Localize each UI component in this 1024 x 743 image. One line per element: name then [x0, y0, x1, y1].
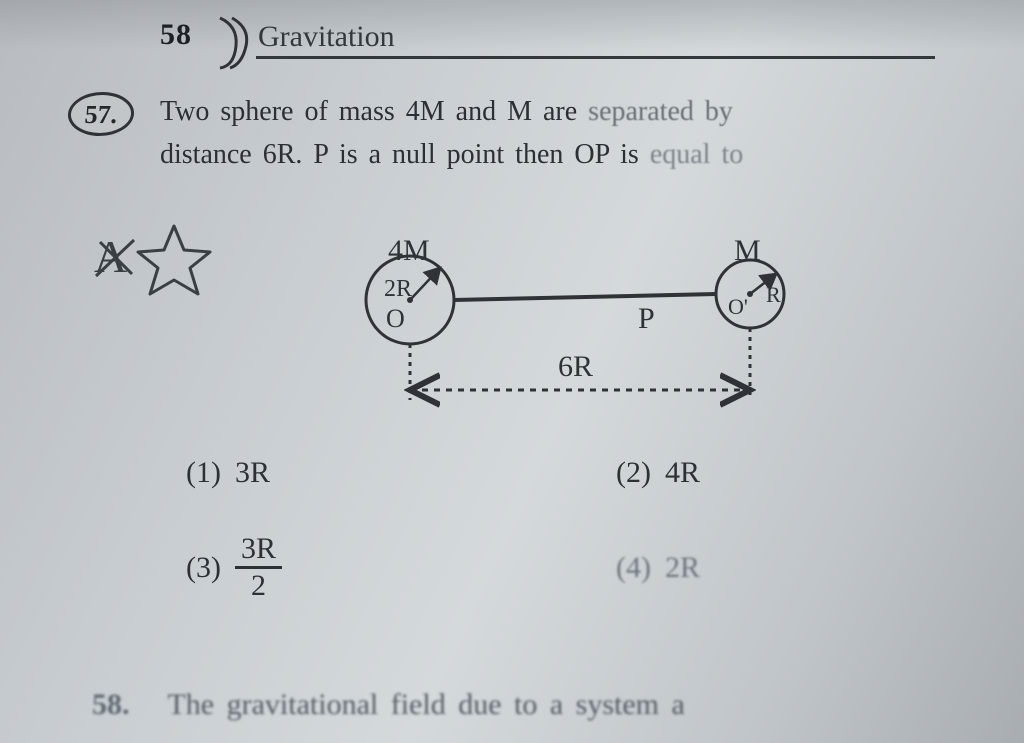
option-4: (4) 2R	[616, 534, 700, 601]
option-4-val: 2R	[665, 551, 700, 585]
q-line2b: equal to	[650, 139, 743, 170]
option-3-frac-bot: 2	[251, 569, 266, 601]
option-1: (1) 3R	[186, 456, 616, 490]
question-block: 57. Two sphere of mass 4M and M are sepa…	[160, 90, 984, 177]
label-4m: 4M	[388, 234, 430, 268]
label-o-right: O'	[728, 294, 748, 320]
label-m: M	[734, 234, 761, 268]
option-2-num: (2)	[616, 456, 651, 490]
option-2: (2) 4R	[616, 456, 700, 490]
diagram-svg	[330, 190, 830, 430]
connector-line	[454, 294, 716, 300]
header-bracket-icon	[216, 16, 250, 70]
label-r: R	[766, 282, 781, 308]
page-number: 58	[160, 18, 192, 52]
options: (1) 3R (2) 4R (3) 3R 2 (4) 2R	[186, 456, 966, 645]
q-line1a: Two sphere of mass 4M and M are	[160, 96, 588, 127]
next-q-num: 58.	[92, 688, 130, 721]
q-line1b: separated by	[588, 96, 733, 127]
label-2r: 2R	[384, 276, 412, 303]
next-question-peek: 58. The gravitational field due to a sys…	[92, 688, 685, 722]
option-3-frac: 3R 2	[235, 534, 282, 601]
option-3-num: (3)	[186, 551, 221, 585]
q-line2a: distance 6R. P is a null point then OP i…	[160, 139, 650, 170]
question-number-badge: 57.	[66, 92, 135, 136]
option-4-num: (4)	[616, 551, 651, 585]
left-radius-arrow	[410, 268, 440, 300]
chapter-title: Gravitation	[256, 20, 935, 59]
label-o-left: O	[386, 304, 405, 334]
star-scribble-icon	[78, 196, 278, 316]
label-p: P	[638, 302, 655, 336]
option-3-frac-top: 3R	[235, 534, 282, 569]
option-1-val: 3R	[235, 456, 270, 490]
option-1-num: (1)	[186, 456, 221, 490]
label-6r: 6R	[558, 350, 593, 384]
option-3: (3) 3R 2	[186, 534, 616, 601]
chapter-header: 58 Gravitation	[160, 18, 984, 78]
page: 58 Gravitation 57. Two sphere of mass 4M…	[0, 0, 1024, 743]
option-2-val: 4R	[665, 456, 700, 490]
diagram: 4M 2R O M R O' P 6R	[330, 190, 830, 430]
question-text: Two sphere of mass 4M and M are separate…	[160, 90, 984, 177]
next-q-text: The gravitational field due to a system …	[167, 688, 684, 721]
